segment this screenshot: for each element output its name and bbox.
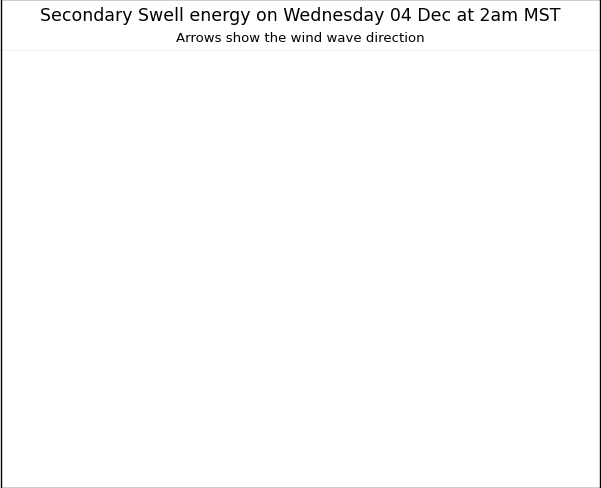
Text: Arrows show the wind wave direction: Arrows show the wind wave direction xyxy=(176,32,425,45)
Text: Secondary Swell energy on Wednesday 04 Dec at 2am MST: Secondary Swell energy on Wednesday 04 D… xyxy=(40,6,561,24)
